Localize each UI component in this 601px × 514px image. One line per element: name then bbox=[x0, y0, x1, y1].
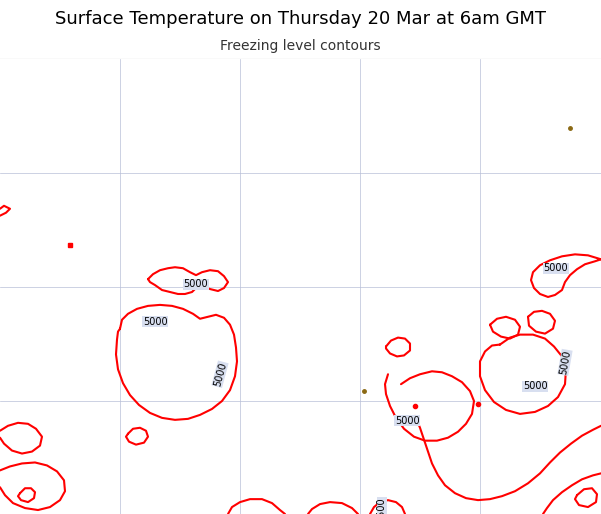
Text: 5000: 5000 bbox=[184, 279, 209, 289]
Text: 5000: 5000 bbox=[212, 361, 228, 388]
Text: Freezing level contours: Freezing level contours bbox=[220, 39, 381, 53]
Text: 5000: 5000 bbox=[142, 317, 167, 327]
Text: 4500: 4500 bbox=[377, 498, 387, 514]
Text: 5000: 5000 bbox=[558, 350, 572, 375]
Text: 5000: 5000 bbox=[523, 381, 548, 391]
Text: Surface Temperature on Thursday 20 Mar at 6am GMT: Surface Temperature on Thursday 20 Mar a… bbox=[55, 10, 546, 28]
Text: 5000: 5000 bbox=[544, 263, 569, 273]
Text: 5000: 5000 bbox=[395, 416, 419, 426]
